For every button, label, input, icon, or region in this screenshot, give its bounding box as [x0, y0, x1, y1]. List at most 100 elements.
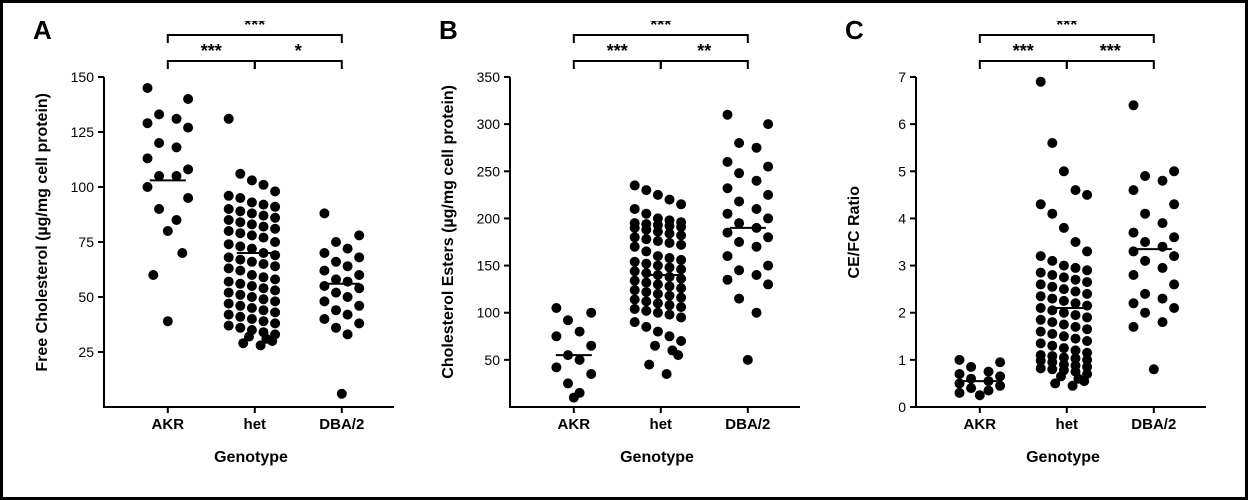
data-point — [256, 340, 266, 350]
data-point — [630, 295, 640, 305]
data-point — [154, 109, 164, 119]
data-point — [1071, 334, 1081, 344]
data-point — [734, 196, 744, 206]
data-point — [630, 304, 640, 314]
data-point — [1129, 246, 1139, 256]
data-point — [1082, 312, 1092, 322]
data-point — [551, 362, 561, 372]
data-point — [551, 331, 561, 341]
data-point — [1149, 364, 1159, 374]
data-point — [259, 259, 269, 269]
data-point — [1036, 327, 1046, 337]
panel-A: AFree Cholesterol (µg/mg cell protein)25… — [15, 21, 421, 467]
data-point — [1082, 336, 1092, 346]
data-point — [723, 275, 733, 285]
data-point — [1140, 256, 1150, 266]
data-point — [224, 252, 234, 262]
data-point — [224, 321, 234, 331]
data-point — [183, 193, 193, 203]
significance-bracket — [1067, 61, 1154, 69]
data-point — [354, 230, 364, 240]
data-point — [763, 261, 773, 271]
y-tick-label: 150 — [477, 258, 501, 274]
data-point — [235, 312, 245, 322]
data-point — [235, 193, 245, 203]
data-point — [1140, 171, 1150, 181]
data-point — [270, 250, 280, 260]
y-axis-label: Free Cholesterol (µg/mg cell protein) — [34, 93, 52, 372]
data-point — [1059, 320, 1069, 330]
scatter-plot: 01234567AKRhetDBA/2********* — [870, 21, 1214, 443]
data-point — [247, 270, 257, 280]
data-point — [984, 386, 994, 396]
data-point — [224, 263, 234, 273]
data-point — [563, 378, 573, 388]
data-point — [270, 274, 280, 284]
x-axis-label: Genotype — [214, 449, 288, 467]
significance-label: *** — [1013, 41, 1034, 61]
data-point — [1059, 272, 1069, 282]
data-point — [641, 278, 651, 288]
y-axis-label: Cholesterol Esters (µg/mg cell protein) — [440, 85, 458, 379]
data-point — [247, 175, 257, 185]
data-point — [1082, 277, 1092, 287]
data-point — [259, 294, 269, 304]
data-point — [955, 378, 965, 388]
data-point — [1140, 209, 1150, 219]
data-point — [1047, 256, 1057, 266]
data-point — [673, 350, 683, 360]
plot-wrap: Free Cholesterol (µg/mg cell protein)255… — [34, 21, 402, 443]
data-point — [1158, 218, 1168, 228]
data-point — [1129, 100, 1139, 110]
data-point — [1071, 298, 1081, 308]
data-point — [1129, 228, 1139, 238]
data-point — [1036, 338, 1046, 348]
data-point — [1169, 199, 1179, 209]
data-point — [1047, 294, 1057, 304]
data-point — [653, 236, 663, 246]
plot-wrap: CE/FC Ratio01234567AKRhetDBA/2********* — [846, 21, 1214, 443]
data-point — [354, 252, 364, 262]
data-point — [224, 114, 234, 124]
data-point — [653, 308, 663, 318]
data-point — [1047, 270, 1057, 280]
data-point — [247, 303, 257, 313]
panel-C: CCE/FC Ratio01234567AKRhetDBA/2*********… — [827, 21, 1233, 467]
data-point — [1071, 237, 1081, 247]
panels-row: AFree Cholesterol (µg/mg cell protein)25… — [15, 21, 1233, 487]
data-point — [270, 318, 280, 328]
data-point — [235, 301, 245, 311]
data-point — [163, 226, 173, 236]
x-tick-label: AKR — [152, 416, 185, 433]
data-point — [259, 200, 269, 210]
data-point — [1071, 275, 1081, 285]
data-point — [354, 270, 364, 280]
data-point — [1059, 284, 1069, 294]
data-point — [676, 199, 686, 209]
data-point — [247, 219, 257, 229]
y-tick-label: 200 — [477, 210, 501, 226]
significance-bracket — [980, 61, 1067, 69]
y-tick-label: 2 — [898, 305, 906, 321]
data-point — [354, 318, 364, 328]
plot-wrap: Cholesterol Esters (µg/mg cell protein)5… — [440, 21, 808, 443]
x-tick-label: AKR — [558, 416, 591, 433]
scatter-plot: 50100150200250300350AKRhetDBA/2******** — [464, 21, 808, 443]
data-point — [270, 224, 280, 234]
data-point — [966, 374, 976, 384]
data-point — [641, 234, 651, 244]
data-point — [630, 242, 640, 252]
data-point — [337, 389, 347, 399]
data-point — [235, 279, 245, 289]
data-point — [653, 298, 663, 308]
data-point — [1082, 289, 1092, 299]
data-point — [1129, 185, 1139, 195]
data-point — [1059, 223, 1069, 233]
data-point — [641, 322, 651, 332]
data-point — [723, 183, 733, 193]
data-point — [763, 190, 773, 200]
data-point — [1129, 322, 1139, 332]
data-point — [665, 253, 675, 263]
data-point — [259, 222, 269, 232]
data-point — [224, 215, 234, 225]
